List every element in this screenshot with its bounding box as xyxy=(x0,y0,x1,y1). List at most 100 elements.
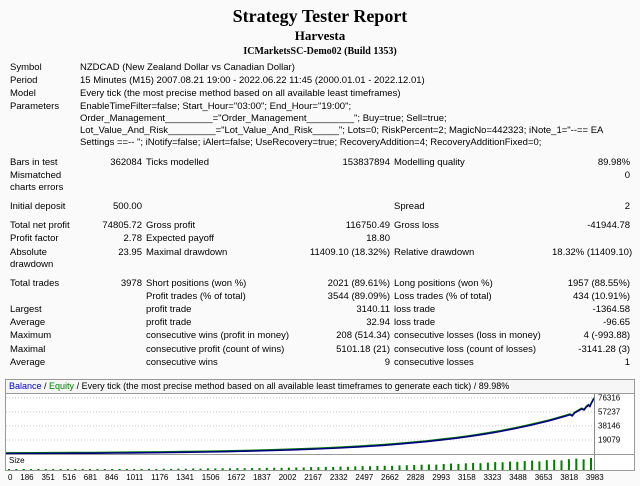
y-axis-label: 76316 xyxy=(598,393,621,403)
stat-value: 3140.11 xyxy=(356,304,390,316)
x-axis-label: 3983 xyxy=(585,473,604,483)
size-bar xyxy=(302,467,305,471)
x-axis-label: 846 xyxy=(104,473,119,483)
size-bar xyxy=(287,468,290,471)
stat-value: 434 (10.91%) xyxy=(573,291,631,302)
row-drawdown: Absolute drawdown 23.95 Maximal drawdown 11… xyxy=(8,246,632,271)
size-bar xyxy=(590,458,592,471)
x-axis-label: 2167 xyxy=(304,473,322,483)
size-bar xyxy=(553,460,556,471)
size-bar xyxy=(81,469,84,471)
stat-label: Gross loss xyxy=(394,220,439,232)
size-label: Size xyxy=(9,456,25,466)
x-axis-label: 3158 xyxy=(457,473,476,483)
stat-value: 4 (-993.88) xyxy=(583,330,631,342)
report-header: Strategy Tester Report Harvesta ICMarket… xyxy=(0,6,640,57)
stat-label xyxy=(78,169,550,194)
size-bar xyxy=(206,468,209,471)
size-bar xyxy=(405,465,408,471)
stat-label: Largest xyxy=(10,304,42,316)
stat-value: 23.95 xyxy=(118,246,142,258)
stat-value xyxy=(78,317,144,330)
size-bar xyxy=(236,468,239,471)
size-bar xyxy=(15,469,18,471)
row-total-trades: Total trades 3978 Short positions (won %) 2… xyxy=(8,277,632,290)
size-bar xyxy=(486,463,489,471)
stat-label: Symbol xyxy=(10,61,42,73)
ea-name: Harvesta xyxy=(294,28,346,43)
size-bar xyxy=(8,469,10,471)
size-bar xyxy=(457,464,460,471)
stat-value: -1364.58 xyxy=(592,304,631,316)
legend-separator: / xyxy=(471,381,479,392)
x-axis-label: 1176 xyxy=(151,473,169,483)
size-bar xyxy=(464,463,467,471)
strategy-tester-report: Strategy Tester Report Harvesta ICMarket… xyxy=(0,6,640,482)
size-bar xyxy=(435,465,438,471)
legend-separator: / xyxy=(74,381,82,392)
x-axis-label: 1672 xyxy=(227,473,246,483)
stat-label: Mismatched charts errors xyxy=(10,169,64,193)
stat-value: 3544 (89.09%) xyxy=(327,291,390,302)
stat-label: Period xyxy=(10,74,38,86)
size-bar xyxy=(280,468,283,471)
stat-label: consecutive losses xyxy=(394,356,474,368)
size-bar xyxy=(265,468,268,471)
size-bar xyxy=(118,469,121,471)
stat-value: 18.80 xyxy=(366,233,390,245)
x-axis-label: 516 xyxy=(62,473,76,483)
row-bars-in-test: Bars in test 362084 Ticks modelled 15383789… xyxy=(8,156,632,169)
x-axis-label: 0 xyxy=(8,473,13,483)
equity-line xyxy=(6,397,595,454)
stat-label: Every tick (the most precise method base… xyxy=(80,87,401,99)
stat-label xyxy=(144,201,300,214)
stat-value: -41944.78 xyxy=(587,220,631,232)
row-total-net-profit: Total net profit 74805.72 Gross profit 1167… xyxy=(8,220,632,233)
stat-value: 2021 (89.61%) xyxy=(327,277,390,289)
stats-table: Symbol NZDCAD (New Zealand Dollar vs Cana… xyxy=(8,61,632,369)
size-bar xyxy=(295,467,298,471)
size-bar xyxy=(59,469,62,471)
size-bar xyxy=(324,467,327,471)
size-bar xyxy=(479,463,482,471)
stat-value: 74805.72 xyxy=(102,220,142,232)
row-period: Period 15 Minutes (M15) 2007.08.21 19:00 … xyxy=(8,74,632,87)
row-maximal-consecutive: Maximal consecutive profit (count of wins… xyxy=(8,343,632,356)
size-bar xyxy=(361,466,364,471)
size-bar xyxy=(192,468,195,471)
stat-label: Profit trades (% of total) xyxy=(146,291,246,302)
stat-label: Initial deposit xyxy=(10,201,66,213)
row-profit-trades: Profit trades (% of total) 3544 (89.09%) L… xyxy=(8,291,632,304)
size-bar xyxy=(96,469,99,471)
size-bar xyxy=(74,469,77,471)
stat-label: consecutive wins (profit in money) xyxy=(146,330,290,342)
size-bar xyxy=(582,459,585,471)
balance-line xyxy=(6,398,595,455)
stat-label: consecutive profit (count of wins) xyxy=(146,343,285,355)
stat-value: 11409.10 (18.32%) xyxy=(309,246,390,258)
size-bar xyxy=(501,462,504,471)
size-bar xyxy=(37,469,40,471)
x-axis-label: 3323 xyxy=(483,473,502,483)
x-axis-label: 2662 xyxy=(381,473,399,483)
x-axis-label: 2828 xyxy=(406,473,425,483)
row-profit-factor: Profit factor 2.78 Expected payoff 18.80 xyxy=(8,233,632,246)
size-bar xyxy=(103,469,106,471)
balance-chart: Balance / Equity / Every tick (the most … xyxy=(5,379,635,472)
row-average-consecutive: Average consecutive wins 9 consecutive loss… xyxy=(8,356,632,369)
stat-value: 89.98% xyxy=(597,156,631,168)
size-bar xyxy=(560,460,563,471)
x-axis-label: 351 xyxy=(41,473,55,483)
row-parameters: Parameters EnableTimeFilter=false; Start_… xyxy=(8,100,632,150)
size-bar xyxy=(427,464,430,471)
stat-value: 208 (514.34) xyxy=(336,330,390,342)
size-bar xyxy=(111,469,114,471)
balance-curve-svg xyxy=(6,394,595,455)
size-bar xyxy=(413,465,416,471)
size-bar xyxy=(369,466,371,471)
size-bar xyxy=(177,469,180,471)
stat-label: Maximal xyxy=(10,343,46,355)
stat-value xyxy=(78,343,144,356)
stat-label: Profit factor xyxy=(10,233,59,245)
stat-label: Spread xyxy=(394,201,425,213)
